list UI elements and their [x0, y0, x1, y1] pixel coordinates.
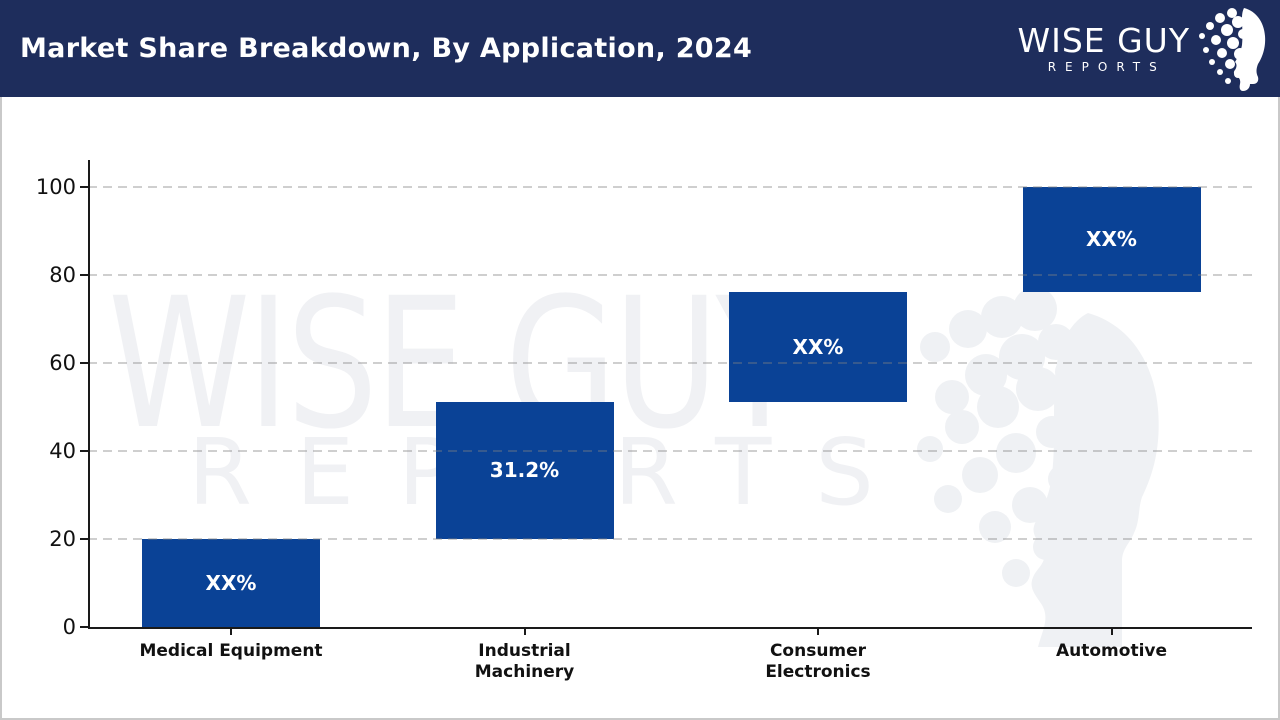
wise-guy-reports-logo: WISE GUY REPORTS	[1017, 6, 1266, 92]
x-axis-line	[88, 627, 1252, 629]
bar-value-label: XX%	[1086, 227, 1137, 252]
x-tick-mark	[817, 627, 819, 635]
y-tick-mark	[80, 186, 88, 188]
page-border-left	[0, 97, 2, 720]
x-axis-label-industrial-machinery: Industrial Machinery	[474, 641, 575, 682]
y-tick-mark	[80, 362, 88, 364]
bar-automotive: XX%	[1022, 187, 1201, 292]
x-axis-label-medical-equipment: Medical Equipment	[139, 641, 323, 661]
bar-value-label: 31.2%	[489, 458, 560, 483]
gridline-60	[88, 362, 1252, 364]
logo-wordmark: WISE GUY	[1017, 21, 1190, 60]
logo-subtitle: REPORTS	[1047, 60, 1166, 74]
x-axis-label-consumer-electronics: Consumer Electronics	[765, 641, 871, 682]
y-axis-label-0: 0	[62, 615, 76, 639]
y-axis-label-20: 20	[49, 527, 76, 551]
y-axis-label-40: 40	[49, 439, 76, 463]
gridline-80	[88, 274, 1252, 276]
bar-industrial-machinery: 31.2%	[435, 401, 614, 539]
gridline-100	[88, 186, 1252, 188]
chart-area: WISE GUY REPORTS XX%Medical Equipment31.…	[0, 97, 1280, 720]
watermark-head-graphic	[917, 287, 1159, 647]
x-axis-label-automotive: Automotive	[1055, 641, 1168, 661]
chart-title: Market Share Breakdown, By Application, …	[20, 33, 753, 64]
bar-consumer-electronics: XX%	[729, 291, 907, 402]
y-tick-mark	[80, 538, 88, 540]
page-border-bottom	[0, 718, 1280, 720]
page-border-right	[1278, 97, 1280, 720]
bar-medical-equipment: XX%	[142, 539, 320, 627]
y-tick-mark	[80, 450, 88, 452]
x-tick-mark	[230, 627, 232, 635]
logo-text: WISE GUY REPORTS	[1017, 24, 1190, 73]
y-axis-label-60: 60	[49, 351, 76, 375]
gridline-20	[88, 538, 1252, 540]
dotted-head-icon	[1199, 7, 1266, 91]
x-tick-mark	[1110, 627, 1113, 635]
y-tick-mark	[80, 626, 88, 628]
gridline-40	[88, 450, 1252, 452]
y-axis-label-80: 80	[49, 263, 76, 287]
y-axis-label-100: 100	[35, 175, 76, 199]
x-tick-mark	[523, 627, 526, 635]
y-tick-mark	[80, 274, 88, 276]
header-band: Market Share Breakdown, By Application, …	[0, 0, 1280, 97]
y-axis-line	[88, 160, 90, 629]
bar-value-label: XX%	[205, 571, 257, 595]
bar-value-label: XX%	[792, 334, 844, 359]
